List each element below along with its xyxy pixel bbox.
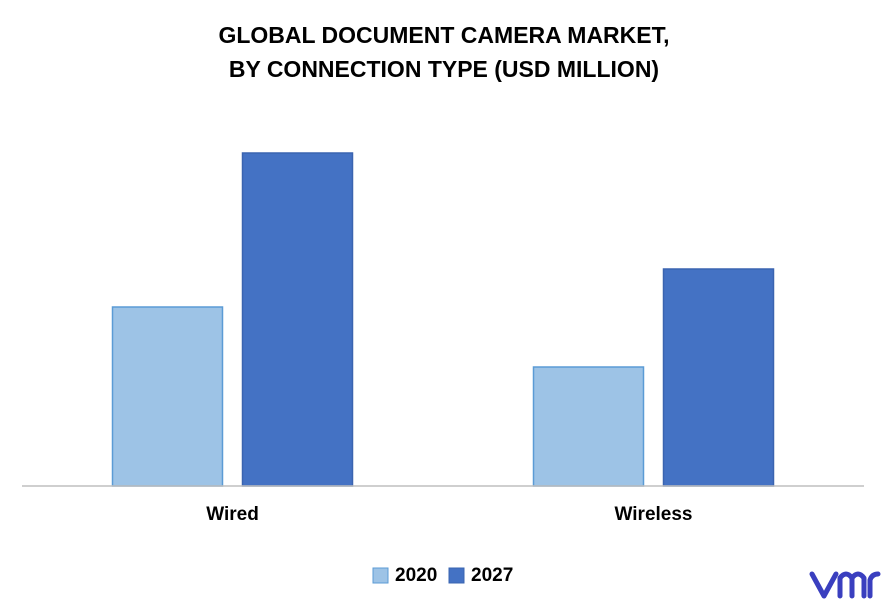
chart-title: GLOBAL DOCUMENT CAMERA MARKET, (218, 22, 669, 48)
x-tick-label: Wireless (615, 504, 693, 525)
bar (532, 366, 645, 487)
logo-m (837, 571, 867, 599)
legend-label: 2027 (471, 565, 513, 586)
x-tick-label: Wired (206, 504, 259, 525)
logo-r (867, 571, 881, 599)
bar (662, 268, 775, 487)
legend-swatch (448, 567, 465, 584)
bar (241, 152, 354, 487)
bar (111, 306, 224, 487)
logo (809, 571, 881, 599)
legend-label: 2020 (395, 565, 437, 586)
legend-swatch (372, 567, 389, 584)
logo-v (809, 571, 839, 599)
chart-title: BY CONNECTION TYPE (USD MILLION) (229, 56, 659, 82)
